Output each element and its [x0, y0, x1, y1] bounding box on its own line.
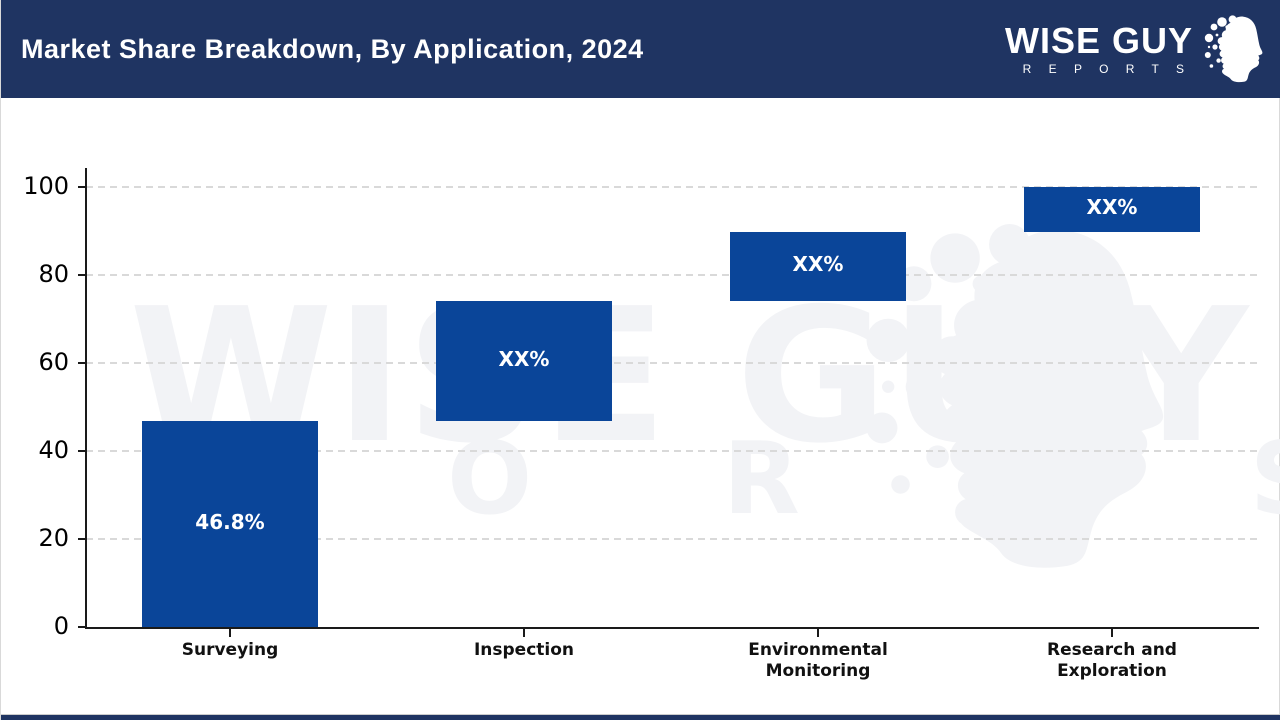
brand-logo: WISE GUY R E P O R T S: [1005, 11, 1267, 87]
y-tick-label: 100: [23, 172, 69, 200]
x-tick-mark: [817, 629, 819, 637]
bar-value-label: XX%: [1086, 195, 1138, 220]
bar-value-label: XX%: [792, 252, 844, 277]
y-tick-label: 80: [38, 260, 69, 288]
gridline-y-40: [86, 450, 1257, 452]
x-category-label-line: Monitoring: [765, 661, 871, 681]
y-tick-label: 60: [38, 348, 69, 376]
y-tick-label: 0: [53, 612, 69, 640]
y-tick-label: 20: [38, 524, 69, 552]
y-tick-mark: [78, 538, 86, 540]
footer-band: [1, 715, 1280, 720]
y-tick-mark: [78, 450, 86, 452]
chart-title: Market Share Breakdown, By Application, …: [21, 33, 644, 64]
x-axis-spine: [85, 627, 1259, 629]
x-tick-mark: [229, 629, 231, 637]
brand-subname: R E P O R T S: [1022, 61, 1191, 76]
brand-logo-text: WISE GUY R E P O R T S: [1004, 19, 1193, 76]
x-tick-mark: [1111, 629, 1113, 637]
x-category-label-line: Inspection: [473, 640, 575, 660]
bar-value-label: XX%: [498, 347, 550, 372]
brand-name: WISE GUY: [1004, 19, 1193, 61]
gridline-y-20: [86, 538, 1257, 540]
y-tick-mark: [78, 626, 86, 628]
x-category-label-line: Research and: [1047, 640, 1177, 660]
brand-head-icon: [1204, 15, 1263, 83]
x-category-label-line: Environmental: [748, 640, 888, 660]
x-category-label-line: Exploration: [1057, 661, 1167, 681]
bar-value-label: 46.8%: [195, 510, 265, 535]
x-tick-mark: [523, 629, 525, 637]
bar-inspection: [436, 300, 612, 422]
y-tick-mark: [78, 274, 86, 276]
x-category-label: Surveying: [80, 640, 380, 661]
bar-surveying: [142, 421, 318, 627]
plot-area: 0 20 40 60 80 100 46.8% Surveying XX% Inspection X…: [1, 98, 1280, 720]
header-band: Market Share Breakdown, By Application, …: [1, 0, 1280, 98]
x-category-label: Inspection: [374, 640, 674, 661]
y-tick-mark: [78, 362, 86, 364]
y-axis-spine: [85, 168, 87, 629]
y-tick-label: 40: [38, 436, 69, 464]
gridline-y-100: [86, 186, 1257, 188]
y-tick-mark: [78, 186, 86, 188]
gridline-y-80: [86, 274, 1257, 276]
gridline-y-60: [86, 362, 1257, 364]
footer-divider: [1, 714, 1280, 715]
x-category-label-line: Surveying: [181, 640, 279, 660]
x-category-label: Research and Exploration: [962, 640, 1262, 682]
x-category-label: Environmental Monitoring: [668, 640, 968, 682]
